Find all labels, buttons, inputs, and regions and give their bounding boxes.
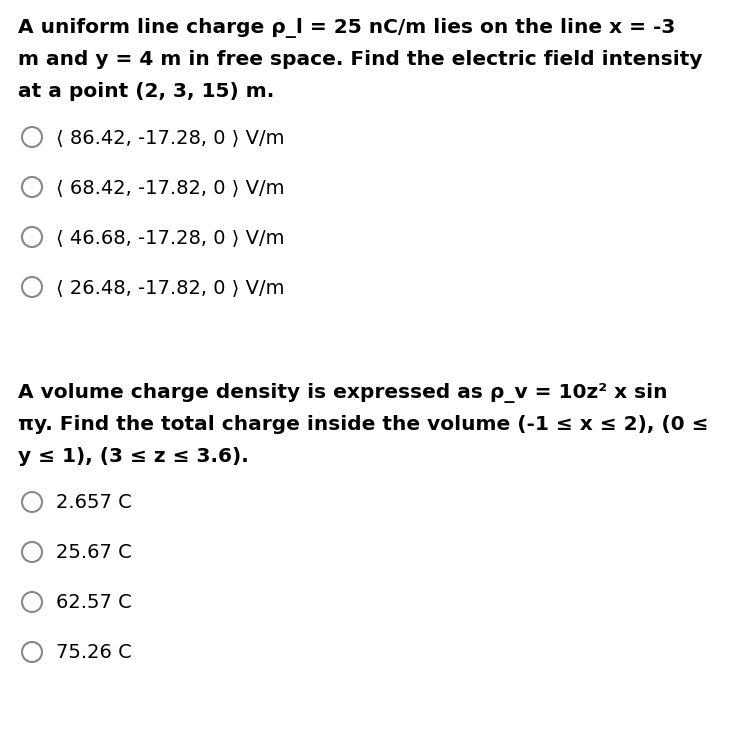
Text: at a point (2, 3, 15) m.: at a point (2, 3, 15) m. bbox=[18, 82, 274, 101]
Text: m and y = 4 m in free space. Find the electric field intensity: m and y = 4 m in free space. Find the el… bbox=[18, 50, 703, 69]
Circle shape bbox=[22, 177, 42, 197]
Text: ⟨ 86.42, -17.28, 0 ⟩ V/m: ⟨ 86.42, -17.28, 0 ⟩ V/m bbox=[56, 128, 285, 147]
Circle shape bbox=[22, 492, 42, 512]
Text: A volume charge density is expressed as ρ_v = 10z² x sin: A volume charge density is expressed as … bbox=[18, 383, 667, 403]
Text: 2.657 C: 2.657 C bbox=[56, 493, 132, 512]
Circle shape bbox=[22, 127, 42, 147]
Circle shape bbox=[22, 277, 42, 297]
Text: A uniform line charge ρ_l = 25 nC/m lies on the line x = -3: A uniform line charge ρ_l = 25 nC/m lies… bbox=[18, 18, 676, 38]
Circle shape bbox=[22, 592, 42, 612]
Text: ⟨ 46.68, -17.28, 0 ⟩ V/m: ⟨ 46.68, -17.28, 0 ⟩ V/m bbox=[56, 228, 285, 247]
Text: 25.67 C: 25.67 C bbox=[56, 543, 132, 562]
Text: 75.26 C: 75.26 C bbox=[56, 643, 132, 662]
Text: πy. Find the total charge inside the volume (-1 ≤ x ≤ 2), (0 ≤: πy. Find the total charge inside the vol… bbox=[18, 415, 709, 434]
Text: ⟨ 26.48, -17.82, 0 ⟩ V/m: ⟨ 26.48, -17.82, 0 ⟩ V/m bbox=[56, 278, 285, 297]
Text: ⟨ 68.42, -17.82, 0 ⟩ V/m: ⟨ 68.42, -17.82, 0 ⟩ V/m bbox=[56, 178, 285, 197]
Text: y ≤ 1), (3 ≤ z ≤ 3.6).: y ≤ 1), (3 ≤ z ≤ 3.6). bbox=[18, 447, 249, 466]
Circle shape bbox=[22, 642, 42, 662]
Text: 62.57 C: 62.57 C bbox=[56, 593, 132, 612]
Circle shape bbox=[22, 542, 42, 562]
Circle shape bbox=[22, 227, 42, 247]
